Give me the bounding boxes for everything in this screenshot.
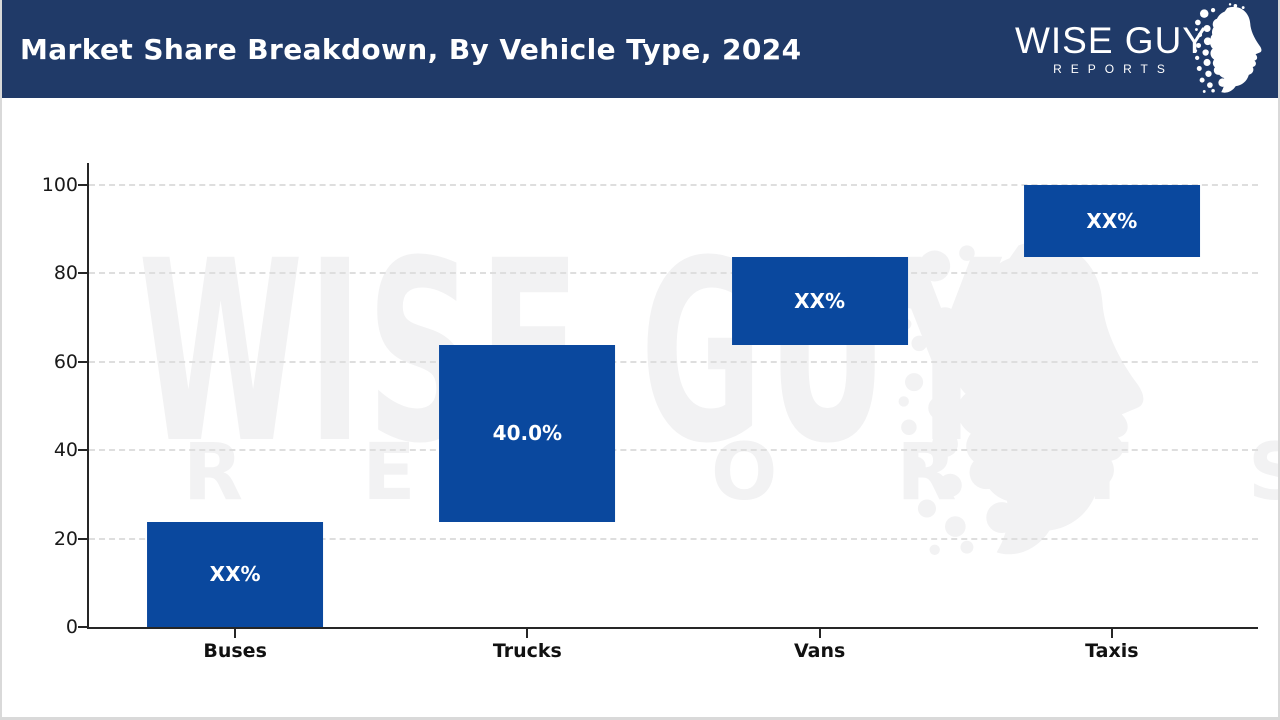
brand-name: WISE GUY <box>1014 20 1208 61</box>
x-category-label: Buses <box>203 640 267 662</box>
y-axis-tick-labels: 0 20 40 60 80 100 <box>0 163 78 638</box>
gridline <box>89 184 1258 187</box>
bar-value-label: XX% <box>209 562 261 587</box>
y-tick-label: 0 <box>65 616 78 638</box>
x-axis-tick <box>1110 629 1113 638</box>
y-tick-label: 80 <box>53 262 78 285</box>
y-axis-tick <box>78 626 87 628</box>
bar-value-label: XX% <box>794 288 846 313</box>
y-axis-tick <box>78 360 87 363</box>
page-title: Market Share Breakdown, By Vehicle Type,… <box>20 32 802 66</box>
x-axis-line <box>87 627 1258 629</box>
y-axis-tick <box>78 537 87 540</box>
y-tick-label: 100 <box>41 174 78 197</box>
x-category-label: Vans <box>793 640 846 662</box>
plot-area: XX% 40.0% XX% XX% <box>78 163 1258 638</box>
x-category-label: Trucks <box>492 640 562 662</box>
y-tick-label: 60 <box>53 350 78 373</box>
bar-value-label: XX% <box>1086 208 1138 233</box>
x-axis-tick <box>818 629 821 638</box>
gridline <box>89 449 1258 452</box>
brand-logo-text: WISE GUY REPORTS <box>1015 22 1208 76</box>
bar-trucks: 40.0% <box>439 345 616 522</box>
x-axis-tick <box>234 629 237 638</box>
bar-taxis: XX% <box>1023 185 1200 257</box>
x-axis-category-labels: Buses Trucks Vans Taxis <box>89 638 1258 668</box>
header-bar: Market Share Breakdown, By Vehicle Type,… <box>0 0 1280 98</box>
x-axis-tick <box>526 629 529 638</box>
x-category-label: Taxis <box>1085 640 1139 662</box>
y-tick-label: 40 <box>53 439 78 462</box>
gridline <box>89 360 1258 363</box>
gridline <box>89 537 1258 540</box>
y-axis-tick <box>78 449 87 452</box>
y-axis-line <box>87 163 89 629</box>
y-tick-label: 20 <box>53 527 78 550</box>
y-axis-tick <box>78 184 87 187</box>
brand-subtitle: REPORTS <box>1053 62 1174 76</box>
bar-vans: XX% <box>731 256 908 346</box>
bar-buses: XX% <box>147 521 324 627</box>
bar-value-label: 40.0% <box>492 421 563 446</box>
gridline <box>89 272 1258 275</box>
y-axis-tick <box>78 272 87 275</box>
brand-logo: WISE GUY REPORTS <box>1015 3 1266 95</box>
